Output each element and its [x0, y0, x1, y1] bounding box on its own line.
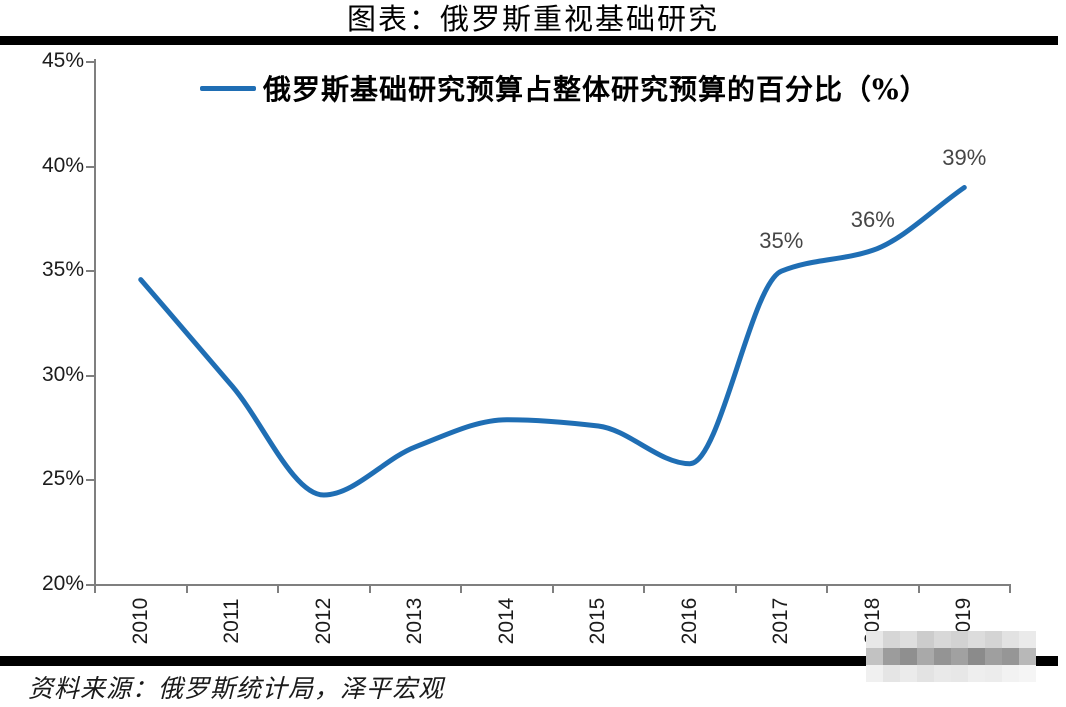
- x-axis-label: 2014: [494, 597, 518, 645]
- y-axis-line: [94, 59, 96, 586]
- mosaic-pixel: [968, 665, 985, 682]
- y-axis-label: 35%: [41, 258, 84, 282]
- mosaic-pixel: [985, 665, 1002, 682]
- y-axis-label: 30%: [41, 362, 84, 386]
- mosaic-pixel: [934, 648, 951, 665]
- legend-line-swatch: [200, 85, 256, 91]
- x-axis-label: 2012: [311, 597, 335, 645]
- mosaic-pixel: [917, 631, 934, 648]
- y-axis-tick: [86, 61, 94, 63]
- x-axis-tick: [277, 586, 279, 593]
- mosaic-pixel: [1019, 665, 1036, 682]
- y-axis-tick: [86, 374, 94, 377]
- mosaic-pixel: [985, 631, 1002, 648]
- mosaic-pixel: [917, 665, 934, 682]
- x-axis-label: 2011: [220, 598, 244, 644]
- y-axis-label: 45%: [41, 49, 84, 72]
- x-axis-tick: [94, 586, 96, 593]
- y-axis-tick: [86, 479, 94, 482]
- x-axis-tick: [917, 586, 920, 593]
- y-axis-tick: [86, 165, 94, 168]
- x-axis-label: 2010: [128, 597, 152, 645]
- mosaic-pixel: [900, 631, 917, 648]
- y-axis-tick: [86, 584, 94, 586]
- x-axis-tick: [826, 586, 828, 593]
- mosaic-pixel: [1019, 648, 1036, 665]
- mosaic-pixel: [951, 648, 968, 665]
- x-axis-tick: [1009, 586, 1011, 593]
- mosaic-pixel: [1019, 631, 1036, 648]
- mosaic-pixel: [900, 665, 917, 682]
- source-note: 资料来源：俄罗斯统计局，泽平宏观: [28, 674, 445, 703]
- x-axis-label: 2013: [403, 597, 427, 645]
- mosaic-pixel: [883, 665, 900, 682]
- mosaic-pixel: [866, 665, 883, 682]
- mosaic-pixel: [968, 648, 985, 665]
- bottom-divider-bar: [0, 656, 1058, 666]
- x-axis-label: 2016: [677, 597, 701, 645]
- series-line: [138, 185, 967, 498]
- x-axis-tick: [460, 586, 462, 593]
- mosaic-pixel: [1002, 665, 1019, 682]
- mosaic-pixel: [900, 648, 917, 665]
- x-axis-tick: [643, 586, 645, 593]
- mosaic-pixel: [917, 648, 934, 665]
- x-axis-tick: [368, 586, 371, 593]
- mosaic-pixel: [985, 648, 1002, 665]
- y-axis-tick: [86, 270, 94, 273]
- mosaic-pixel: [968, 631, 985, 648]
- x-axis-tick: [734, 586, 737, 593]
- x-axis-tick: [185, 586, 188, 593]
- mosaic-pixel: [866, 631, 883, 648]
- x-axis-label: 2015: [586, 597, 610, 645]
- top-divider-bar: [0, 36, 1058, 45]
- y-axis-label: 40%: [41, 153, 84, 177]
- legend: 俄罗斯基础研究预算占整体研究预算的百分比（%）: [200, 70, 929, 106]
- mosaic-pixel: [883, 631, 900, 648]
- mosaic-pixel: [934, 665, 951, 682]
- y-axis-label: 25%: [41, 467, 84, 491]
- x-axis-line: [94, 584, 1011, 586]
- mosaic-pixel: [866, 648, 883, 665]
- data-point-label: 36%: [850, 207, 895, 233]
- mosaic-pixel: [951, 665, 968, 682]
- y-axis-label: 20%: [41, 572, 84, 595]
- mosaic-pixel: [1002, 631, 1019, 648]
- data-point-label: 39%: [942, 144, 987, 170]
- data-point-label: 35%: [759, 228, 804, 254]
- x-axis-tick: [551, 586, 554, 593]
- mosaic-pixel: [883, 648, 900, 665]
- legend-label: 俄罗斯基础研究预算占整体研究预算的百分比（%）: [263, 73, 929, 106]
- x-axis-label: 2017: [769, 597, 793, 645]
- chart-title: 图表：俄罗斯重视基础研究: [346, 2, 719, 36]
- mosaic-pixel: [934, 631, 951, 648]
- mosaic-pixel: [1002, 648, 1019, 665]
- mosaic-pixel: [951, 631, 968, 648]
